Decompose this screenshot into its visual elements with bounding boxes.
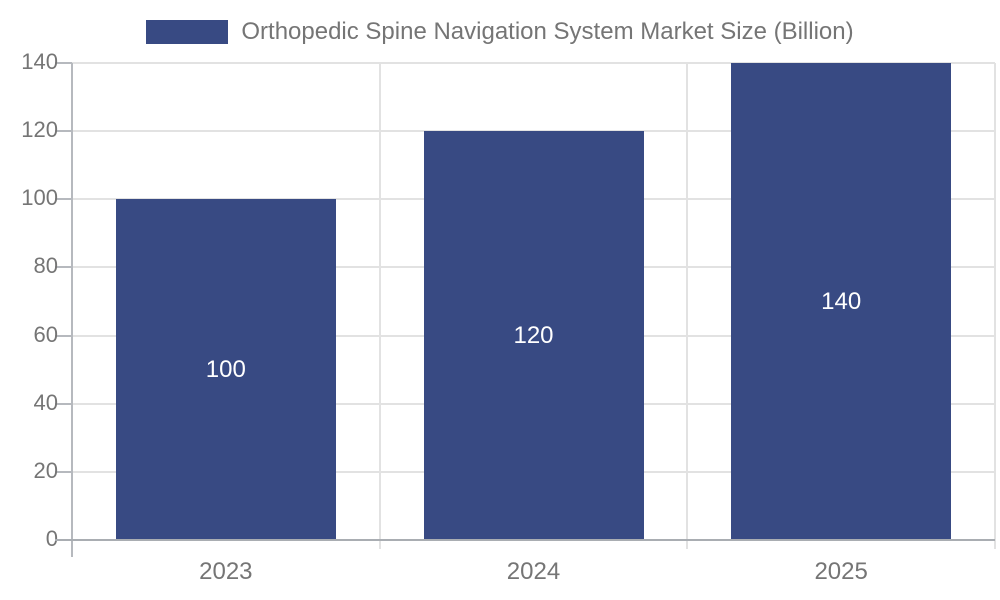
bar-value-label: 140 [821, 287, 862, 315]
y-axis-label: 120 [21, 117, 58, 143]
bar-value-label: 100 [205, 355, 246, 383]
y-axis-label: 100 [21, 185, 58, 211]
legend-label: Orthopedic Spine Navigation System Marke… [241, 18, 854, 45]
y-tick [55, 198, 72, 201]
y-tick [55, 402, 72, 405]
y-axis-line [71, 63, 73, 557]
y-tick [55, 130, 72, 133]
y-tick [55, 62, 72, 64]
y-axis-label: 80 [33, 253, 58, 279]
y-axis-label: 20 [33, 457, 58, 483]
x-axis-line [55, 539, 995, 541]
y-tick [55, 470, 72, 473]
bar-2025[interactable] [731, 63, 952, 540]
x-gridline [378, 63, 381, 549]
y-gridline [72, 62, 995, 64]
x-axis-label: 2024 [506, 558, 561, 585]
bar-2024[interactable] [423, 131, 644, 540]
legend-item[interactable]: Orthopedic Spine Navigation System Marke… [0, 14, 1000, 50]
y-axis-label: 40 [33, 389, 58, 415]
legend-swatch [146, 20, 229, 44]
y-axis-label: 140 [21, 48, 58, 74]
bar-value-label: 120 [513, 321, 554, 349]
x-gridline [994, 63, 996, 549]
y-axis-label: 60 [33, 321, 58, 347]
bar-2023[interactable] [115, 199, 336, 540]
x-axis-label: 2023 [199, 558, 253, 585]
y-tick [55, 334, 72, 337]
y-tick [55, 266, 72, 269]
x-gridline [686, 63, 689, 549]
x-axis-label: 2025 [814, 558, 868, 585]
y-axis-label: 0 [45, 525, 58, 551]
